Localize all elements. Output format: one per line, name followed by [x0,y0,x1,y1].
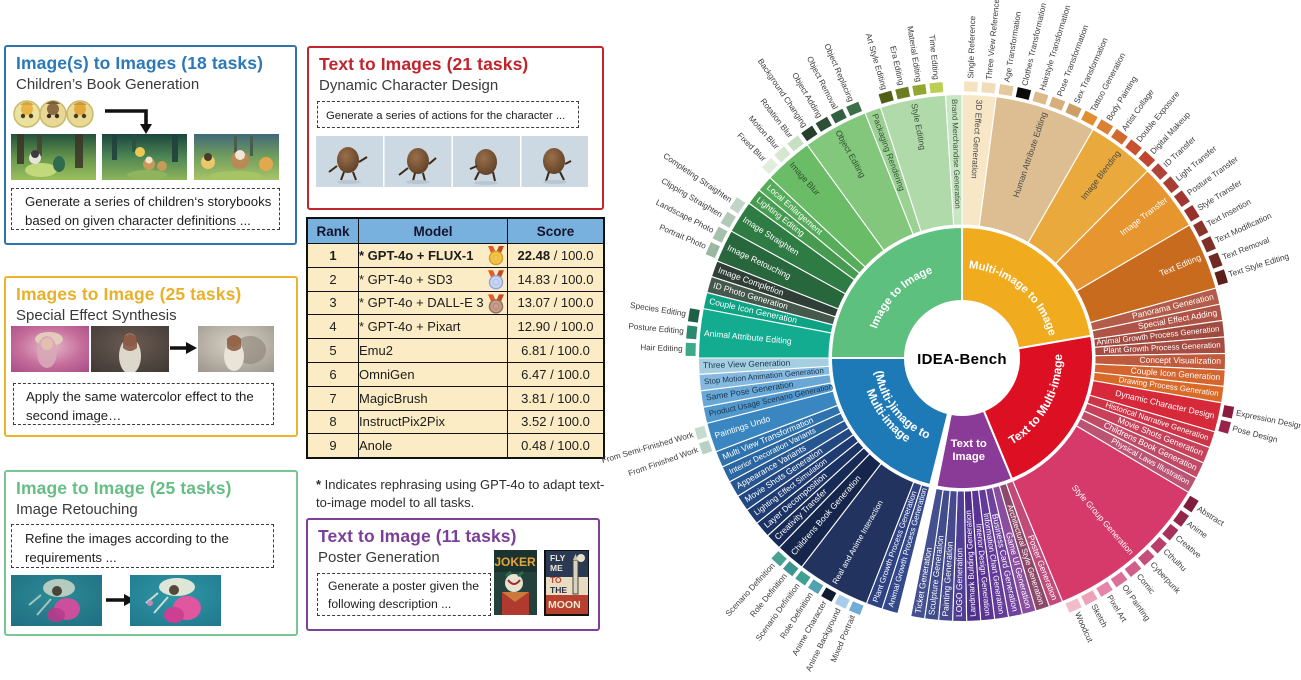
svg-text:Single Reference: Single Reference [966,15,977,79]
svg-text:JOKER: JOKER [494,555,536,569]
svg-text:Pose Design: Pose Design [1231,424,1279,445]
svg-text:FLY: FLY [550,553,566,563]
svg-text:Three View Reference: Three View Reference [984,0,1001,80]
svg-text:Abstract: Abstract [1195,504,1226,528]
svg-text:Hair Editing: Hair Editing [640,343,683,353]
svg-text:IDEA-Bench: IDEA-Bench [917,351,1007,368]
svg-text:Era Editing: Era Editing [888,45,906,86]
svg-text:TO: TO [550,575,562,585]
svg-text:Sketch: Sketch [1089,603,1109,630]
svg-text:ME: ME [550,563,563,573]
svg-text:Posture Editing: Posture Editing [628,322,685,336]
svg-text:Comic: Comic [1135,572,1157,596]
svg-text:LOGO Generation: LOGO Generation [954,548,965,617]
svg-text:Material Editing: Material Editing [905,25,923,83]
svg-text:Woodcut: Woodcut [1073,611,1095,645]
svg-text:MOON: MOON [548,599,581,611]
svg-text:THE: THE [550,585,567,595]
svg-text:Age Transformation: Age Transformation [1003,10,1024,82]
svg-text:Cthulhu: Cthulhu [1162,547,1189,573]
svg-text:Concept Visualization: Concept Visualization [1139,355,1221,366]
svg-text:Brand Merchandise Generation: Brand Merchandise Generation [950,99,962,209]
svg-text:Art Style Editing: Art Style Editing [864,32,889,91]
svg-text:Painting Generation: Painting Generation [940,541,955,617]
svg-text:Text to: Text to [951,438,987,450]
svg-text:Pixel Art: Pixel Art [1105,593,1129,624]
svg-text:Anime: Anime [1185,519,1209,540]
svg-text:Species Editing: Species Editing [630,301,688,319]
svg-text:Image: Image [952,451,985,463]
svg-text:Three View Generation: Three View Generation [703,358,791,371]
svg-text:Time Editing: Time Editing [927,34,940,80]
